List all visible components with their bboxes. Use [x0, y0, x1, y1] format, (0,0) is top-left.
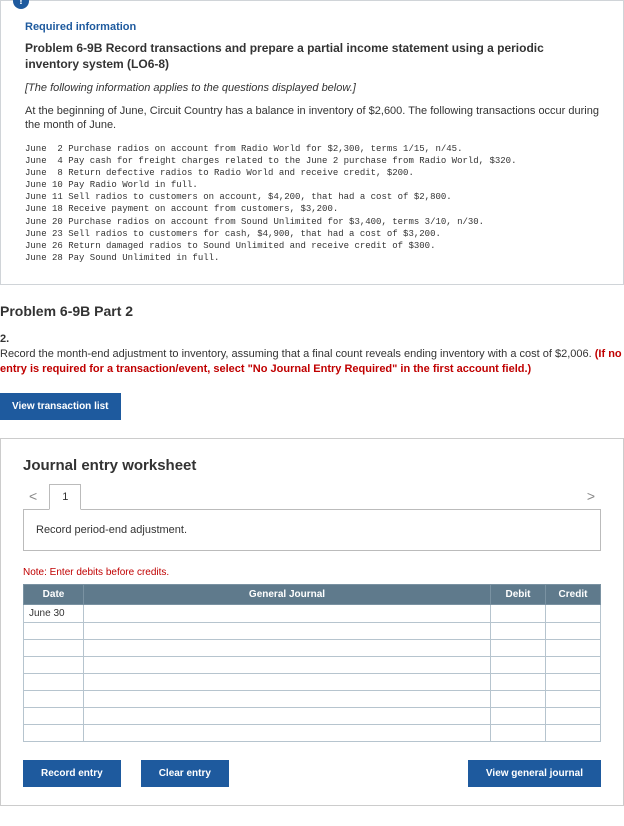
view-transaction-list-button[interactable]: View transaction list: [0, 393, 121, 420]
chevron-right-icon[interactable]: >: [581, 484, 601, 508]
chevron-left-icon[interactable]: <: [23, 484, 43, 508]
cell-general-journal[interactable]: [84, 673, 491, 690]
part-title: Problem 6-9B Part 2: [0, 303, 624, 319]
cell-general-journal[interactable]: [84, 639, 491, 656]
table-row: [24, 707, 601, 724]
col-credit: Credit: [546, 584, 601, 604]
cell-date[interactable]: [24, 622, 84, 639]
cell-credit[interactable]: [546, 604, 601, 622]
cell-debit[interactable]: [491, 673, 546, 690]
table-row: [24, 622, 601, 639]
question-number: 2.: [0, 333, 624, 345]
cell-debit[interactable]: [491, 656, 546, 673]
cell-credit[interactable]: [546, 673, 601, 690]
cell-general-journal[interactable]: [84, 707, 491, 724]
journal-worksheet-box: Journal entry worksheet < 1 > Record per…: [0, 438, 624, 806]
col-date: Date: [24, 584, 84, 604]
info-icon: !: [13, 0, 29, 9]
applies-note: [The following information applies to th…: [25, 82, 599, 94]
cell-debit[interactable]: [491, 622, 546, 639]
cell-date[interactable]: [24, 673, 84, 690]
table-row: [24, 673, 601, 690]
question-block: 2. Record the month-end adjustment to in…: [0, 333, 624, 377]
table-row: June 30: [24, 604, 601, 622]
table-row: [24, 656, 601, 673]
table-row: [24, 639, 601, 656]
cell-credit[interactable]: [546, 639, 601, 656]
cell-credit[interactable]: [546, 656, 601, 673]
journal-entry-body: June 30: [24, 604, 601, 741]
cell-date[interactable]: [24, 707, 84, 724]
problem-title: Problem 6-9B Record transactions and pre…: [25, 41, 599, 72]
cell-debit[interactable]: [491, 604, 546, 622]
view-general-journal-button[interactable]: View general journal: [468, 760, 601, 787]
cell-date[interactable]: [24, 724, 84, 741]
worksheet-title: Journal entry worksheet: [23, 457, 601, 474]
required-info-box: ! Required information Problem 6-9B Reco…: [0, 0, 624, 285]
table-row: [24, 724, 601, 741]
tab-1[interactable]: 1: [49, 484, 81, 510]
cell-general-journal[interactable]: [84, 622, 491, 639]
cell-general-journal[interactable]: [84, 724, 491, 741]
question-text: Record the month-end adjustment to inven…: [0, 348, 595, 360]
journal-entry-table: Date General Journal Debit Credit June 3…: [23, 584, 601, 742]
cell-date[interactable]: [24, 639, 84, 656]
clear-entry-button[interactable]: Clear entry: [141, 760, 229, 787]
cell-credit[interactable]: [546, 724, 601, 741]
cell-debit[interactable]: [491, 707, 546, 724]
instruction-box: Record period-end adjustment.: [23, 510, 601, 551]
cell-debit[interactable]: [491, 639, 546, 656]
bottom-button-row: Record entry Clear entry View general jo…: [23, 760, 601, 787]
intro-text: At the beginning of June, Circuit Countr…: [25, 104, 599, 133]
cell-credit[interactable]: [546, 707, 601, 724]
cell-general-journal[interactable]: [84, 604, 491, 622]
tab-row: < 1 >: [23, 484, 601, 510]
record-entry-button[interactable]: Record entry: [23, 760, 121, 787]
cell-debit[interactable]: [491, 724, 546, 741]
note-red: Note: Enter debits before credits.: [23, 567, 601, 578]
cell-date[interactable]: [24, 656, 84, 673]
col-general-journal: General Journal: [84, 584, 491, 604]
cell-general-journal[interactable]: [84, 656, 491, 673]
cell-credit[interactable]: [546, 622, 601, 639]
col-debit: Debit: [491, 584, 546, 604]
cell-date[interactable]: June 30: [24, 604, 84, 622]
transactions-block: June 2 Purchase radios on account from R…: [25, 143, 599, 264]
required-label: Required information: [25, 21, 599, 33]
